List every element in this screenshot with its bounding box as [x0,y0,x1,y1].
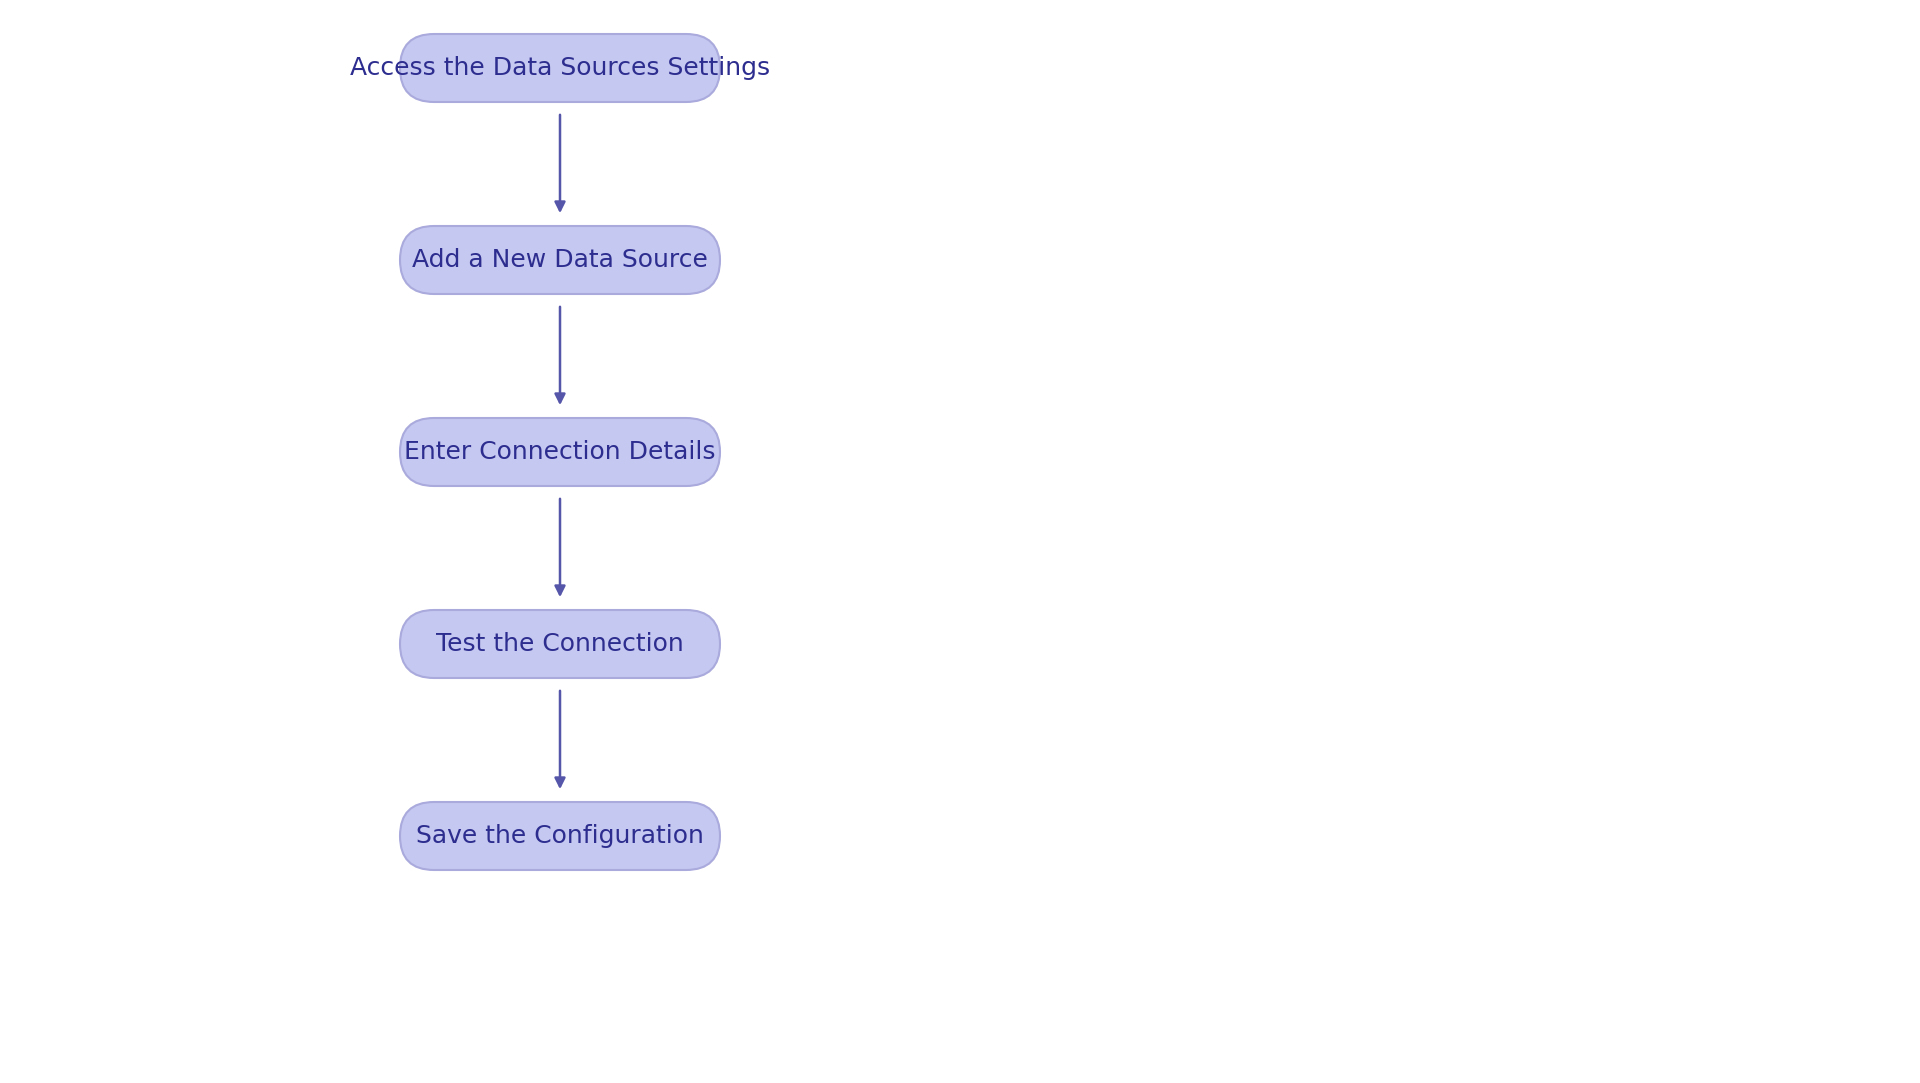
FancyBboxPatch shape [399,418,720,486]
FancyBboxPatch shape [399,610,720,678]
FancyBboxPatch shape [399,226,720,293]
FancyBboxPatch shape [399,34,720,102]
Text: Test the Connection: Test the Connection [436,632,684,656]
Text: Add a New Data Source: Add a New Data Source [413,248,708,272]
FancyBboxPatch shape [399,803,720,870]
Text: Save the Configuration: Save the Configuration [417,824,705,848]
Text: Access the Data Sources Settings: Access the Data Sources Settings [349,56,770,80]
Text: Enter Connection Details: Enter Connection Details [405,440,716,464]
